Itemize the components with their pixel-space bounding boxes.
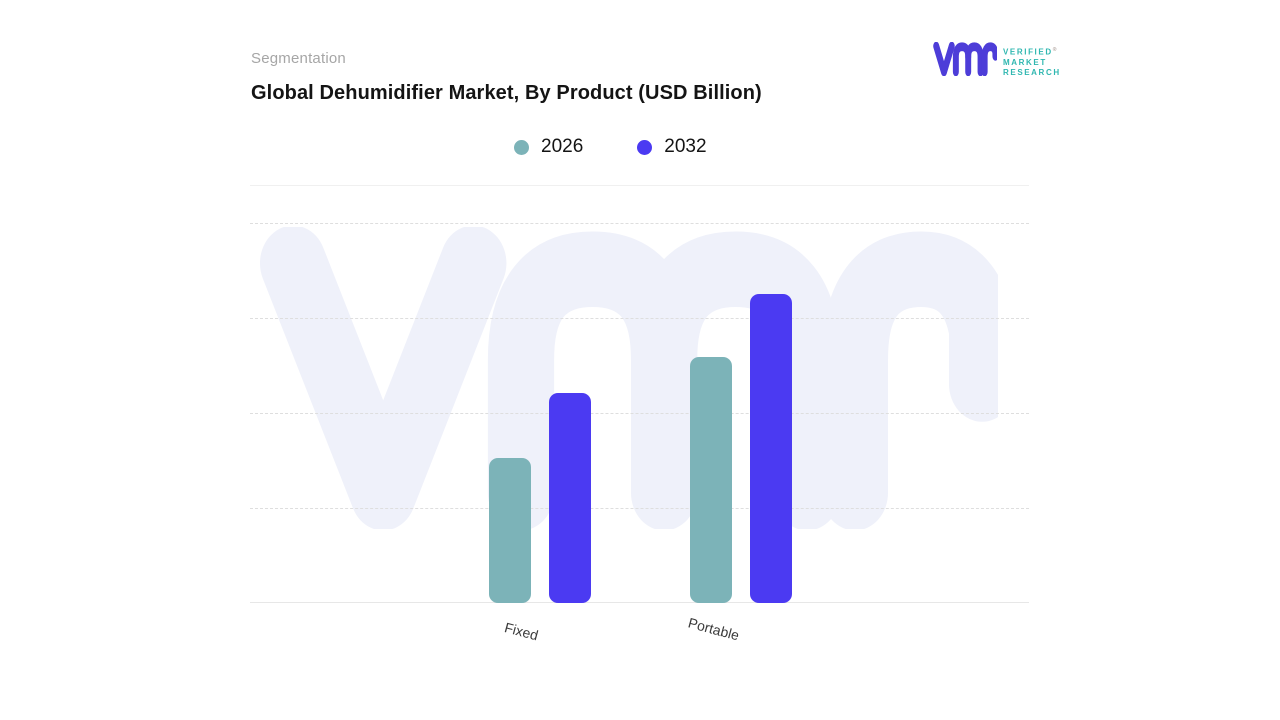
vmr-monogram-icon [933, 42, 997, 76]
plot-area [250, 185, 1029, 603]
gridline [250, 318, 1029, 319]
gridline [250, 413, 1029, 414]
legend-label: 2026 [541, 136, 584, 157]
bar-portable-2026[interactable] [690, 357, 732, 603]
logo-line-research: RESEARCH [1003, 67, 1061, 77]
bar-chart: Fixed Portable [250, 185, 1029, 690]
legend-dot [514, 139, 529, 155]
x-axis-line [250, 602, 1029, 603]
legend-divider [250, 185, 1029, 186]
legend-dot [637, 139, 653, 155]
legend-item-2032[interactable]: 2032 [637, 136, 707, 158]
logo-wordmark: VERIFIED® MARKET RESEARCH [1003, 45, 1061, 78]
gridline [250, 223, 1029, 224]
bar-fixed-2026[interactable] [489, 458, 531, 603]
chart-legend: 2026 2032 [514, 136, 761, 158]
gridline [250, 508, 1029, 509]
logo-line-market: MARKET [1003, 57, 1047, 67]
legend-label: 2032 [664, 136, 707, 157]
legend-item-2026[interactable]: 2026 [514, 136, 583, 158]
segmentation-label: Segmentation [251, 50, 346, 67]
bar-portable-2032[interactable] [750, 294, 792, 603]
bar-fixed-2032[interactable] [549, 393, 591, 603]
x-axis-label-portable: Portable [686, 614, 741, 644]
registered-mark: ® [1052, 47, 1057, 53]
chart-title: Global Dehumidifier Market, By Product (… [251, 82, 762, 104]
logo-line-verified: VERIFIED [1003, 47, 1053, 57]
vmr-logo: VERIFIED® MARKET RESEARCH [933, 42, 1061, 78]
x-axis-label-fixed: Fixed [502, 619, 540, 644]
